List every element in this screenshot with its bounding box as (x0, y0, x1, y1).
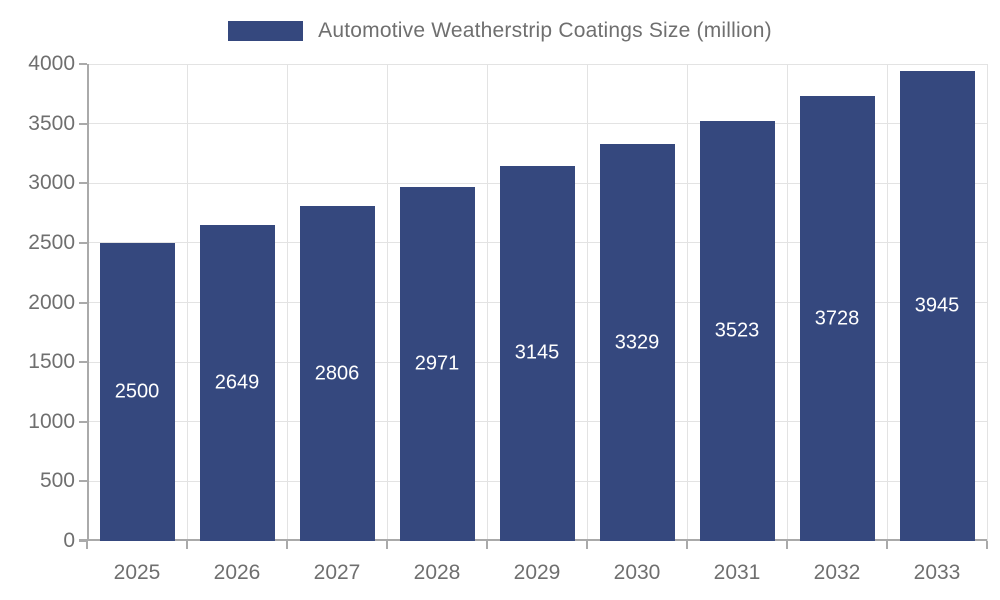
bar-value-label: 2500 (114, 380, 160, 403)
y-axis-tick (79, 480, 87, 483)
y-axis-tick (79, 301, 87, 304)
bar[interactable]: 2806 (299, 206, 375, 541)
bar-value-label: 3728 (814, 307, 860, 330)
x-axis-tick-label: 2033 (913, 561, 961, 584)
x-axis-tick (986, 541, 988, 549)
bar-value-label: 2971 (414, 352, 460, 375)
bar[interactable]: 3523 (699, 120, 775, 541)
x-axis-tick-label: 2025 (113, 561, 161, 584)
x-axis-tick-label: 2029 (513, 561, 561, 584)
x-gridline (286, 64, 288, 541)
x-gridline (886, 64, 888, 541)
x-gridline (786, 64, 788, 541)
bar-value-label: 3523 (714, 319, 760, 342)
x-axis-tick (586, 541, 588, 549)
bar[interactable]: 3145 (499, 165, 575, 541)
y-axis-tick (79, 361, 87, 364)
x-axis-tick-label: 2027 (313, 561, 361, 584)
bar[interactable]: 3728 (799, 96, 875, 541)
plot-area: 0 500 1000 1500 2000 2500 3000 3500 4000 2500 2025… (28, 52, 988, 584)
x-gridline (686, 64, 688, 541)
bar[interactable]: 2649 (199, 225, 275, 541)
x-axis-tick (486, 541, 488, 549)
y-axis-tick (79, 122, 87, 125)
x-gridline (986, 64, 988, 541)
x-axis-tick-label: 2032 (813, 561, 861, 584)
y-axis-tick-label: 3000 (28, 171, 75, 195)
bar[interactable]: 2500 (99, 242, 175, 541)
bar[interactable]: 3329 (599, 144, 675, 541)
x-axis-tick (886, 541, 888, 549)
bar[interactable]: 2971 (399, 186, 475, 541)
y-axis-tick-label: 0 (63, 529, 75, 552)
x-gridline (586, 64, 588, 541)
y-axis-tick-label: 3500 (28, 111, 75, 135)
y-axis-tick-label: 500 (39, 469, 75, 493)
bar-value-label: 3329 (614, 331, 660, 353)
y-axis-tick-label: 4000 (28, 52, 75, 75)
x-axis-tick (86, 541, 88, 549)
x-gridline (386, 64, 388, 541)
y-axis-tick-label: 2000 (28, 290, 75, 314)
x-axis-tick (386, 541, 388, 549)
bar[interactable]: 3945 (899, 70, 975, 541)
bar-value-label: 2649 (214, 371, 260, 394)
y-axis-tick-label: 1500 (28, 350, 75, 374)
y-axis-tick (79, 540, 87, 542)
y-gridline (87, 63, 987, 65)
x-axis-tick-label: 2031 (713, 561, 761, 584)
y-axis-tick (79, 241, 87, 244)
bar-value-label: 2806 (314, 362, 360, 385)
x-gridline (486, 64, 488, 541)
x-gridline (186, 64, 188, 541)
x-axis-tick (686, 541, 688, 549)
x-axis-tick (286, 541, 288, 549)
y-gridline (87, 123, 987, 125)
y-axis-line (87, 64, 89, 541)
y-axis-tick (79, 420, 87, 423)
x-axis-tick-label: 2028 (413, 561, 461, 584)
x-axis-tick-label: 2030 (613, 561, 661, 584)
y-axis-tick-label: 1000 (28, 409, 75, 433)
y-axis-tick (79, 182, 87, 185)
y-axis-tick-label: 2500 (28, 230, 75, 254)
y-axis-tick (79, 63, 87, 65)
legend-label: Automotive Weatherstrip Coatings Size (m… (318, 19, 772, 42)
x-axis-tick (786, 541, 788, 549)
legend-swatch (228, 21, 304, 41)
x-axis-tick-label: 2026 (213, 561, 261, 584)
x-axis-tick (186, 541, 188, 549)
legend-item[interactable]: Automotive Weatherstrip Coatings Size (m… (0, 14, 1000, 48)
bar-value-label: 3145 (514, 341, 560, 364)
bar-value-label: 3945 (914, 294, 960, 317)
